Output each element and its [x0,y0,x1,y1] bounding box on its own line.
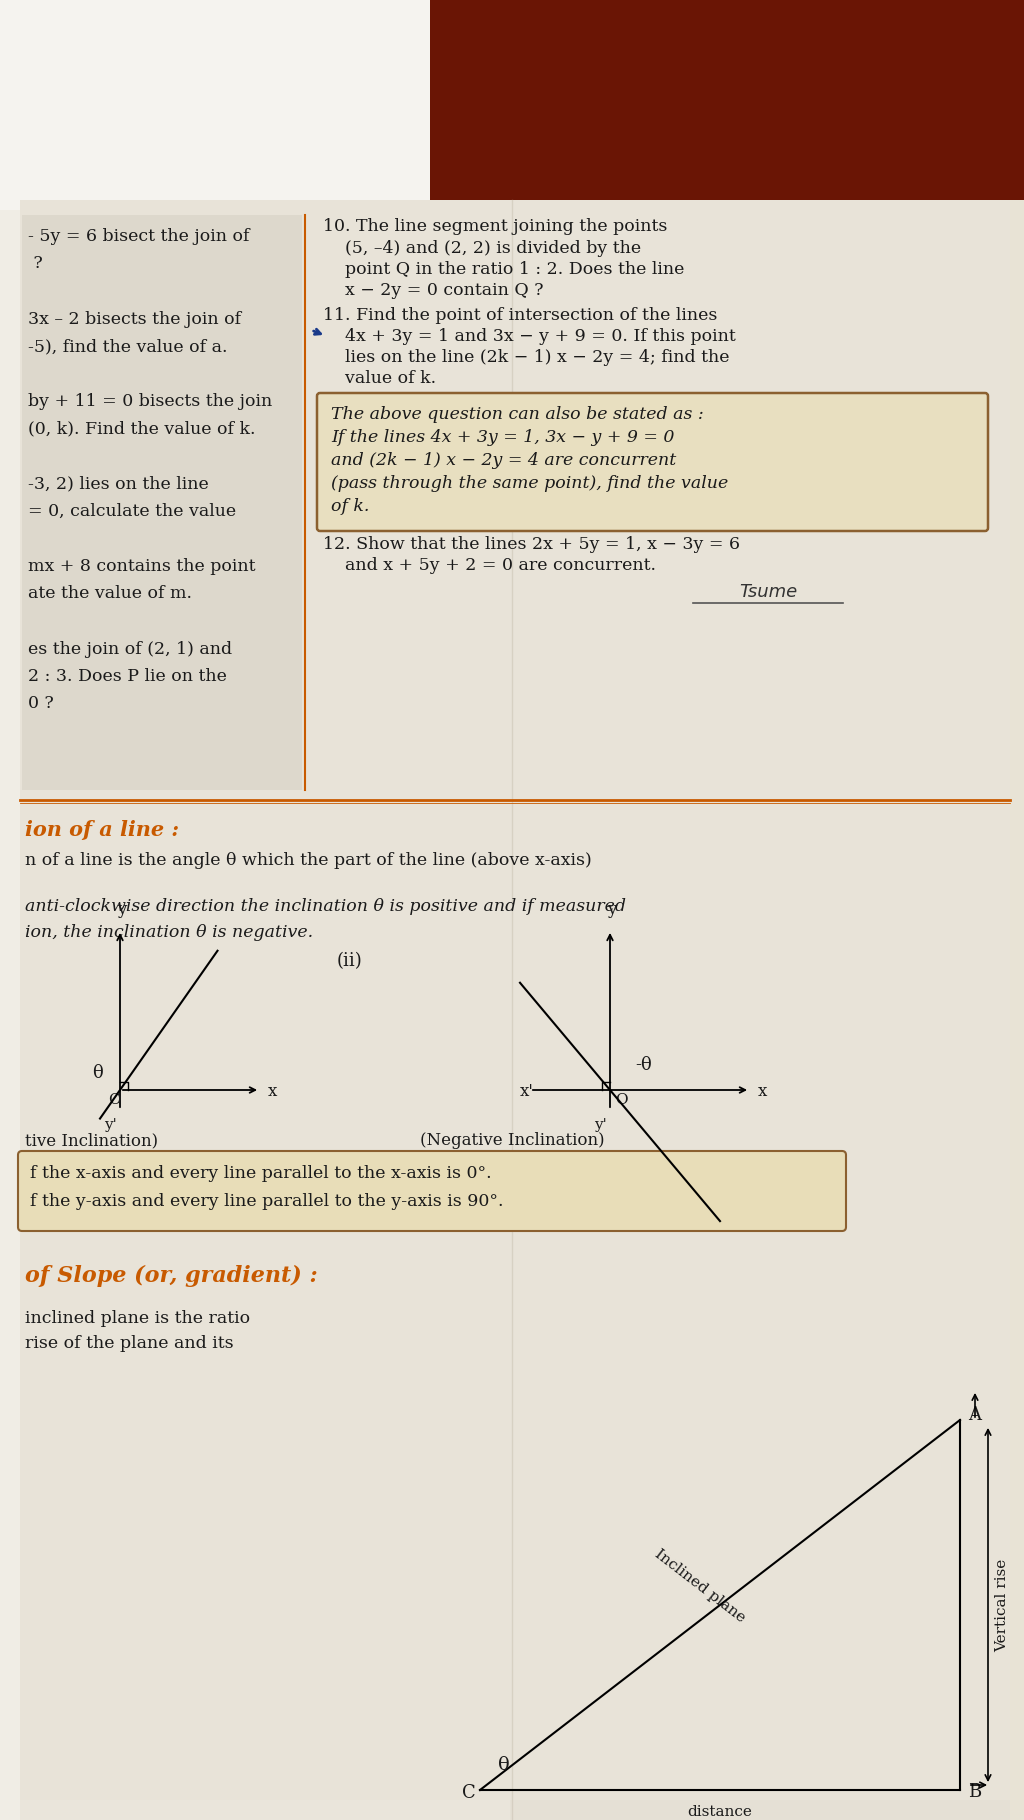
Text: Tsume: Tsume [739,582,797,601]
Text: mx + 8 contains the point: mx + 8 contains the point [28,559,256,575]
Text: and (2k − 1) x − 2y = 4 are concurrent: and (2k − 1) x − 2y = 4 are concurrent [331,451,676,470]
Text: ion of a line :: ion of a line : [25,821,179,841]
Text: The above question can also be stated as :: The above question can also be stated as… [331,406,703,422]
Text: B: B [968,1784,981,1802]
Polygon shape [0,149,430,1820]
FancyBboxPatch shape [18,1150,846,1230]
Text: -θ: -θ [635,1056,651,1074]
Text: point Q in the ratio 1 : 2. Does the line: point Q in the ratio 1 : 2. Does the lin… [323,260,684,278]
FancyBboxPatch shape [317,393,988,531]
Text: x − 2y = 0 contain Q ?: x − 2y = 0 contain Q ? [323,282,544,298]
Text: θ: θ [498,1756,510,1774]
Text: Vertical rise: Vertical rise [995,1558,1009,1651]
Text: (5, –4) and (2, 2) is divided by the: (5, –4) and (2, 2) is divided by the [323,240,641,257]
Polygon shape [510,209,1010,1820]
Text: anti-clockwise direction the inclination θ is positive and if measured: anti-clockwise direction the inclination… [25,897,626,915]
Text: f the y-axis and every line parallel to the y-axis is 90°.: f the y-axis and every line parallel to … [30,1192,504,1210]
Text: (pass through the same point), find the value: (pass through the same point), find the … [331,475,728,491]
Text: 10. The line segment joining the points: 10. The line segment joining the points [323,218,668,235]
Text: by + 11 = 0 bisects the join: by + 11 = 0 bisects the join [28,393,272,410]
Bar [430,200,1024,1820]
Bar [22,215,302,790]
Text: 3x – 2 bisects the join of: 3x – 2 bisects the join of [28,311,241,328]
Text: θ: θ [92,1065,102,1083]
Text: 2 : 3. Does P lie on the: 2 : 3. Does P lie on the [28,668,227,684]
Text: ?: ? [28,255,43,273]
Text: y': y' [594,1117,607,1132]
Polygon shape [20,209,520,1820]
Text: C: C [462,1784,476,1802]
Text: (Negative Inclination): (Negative Inclination) [420,1132,604,1148]
Text: 0 ?: 0 ? [28,695,53,712]
Text: tive Inclination): tive Inclination) [25,1132,158,1148]
Text: of Slope (or, gradient) :: of Slope (or, gradient) : [25,1265,317,1287]
Text: n of a line is the angle θ which the part of the line (above x-axis): n of a line is the angle θ which the par… [25,852,592,868]
Text: (0, k). Find the value of k.: (0, k). Find the value of k. [28,420,256,437]
Text: 4x + 3y = 1 and 3x − y + 9 = 0. If this point: 4x + 3y = 1 and 3x − y + 9 = 0. If this … [323,328,736,346]
Text: distance: distance [687,1805,753,1818]
Text: lies on the line (2k − 1) x − 2y = 4; find the: lies on the line (2k − 1) x − 2y = 4; fi… [323,349,729,366]
Text: x: x [268,1083,278,1101]
Text: f the x-axis and every line parallel to the x-axis is 0°.: f the x-axis and every line parallel to … [30,1165,492,1181]
Polygon shape [0,0,430,209]
Text: y: y [607,901,616,917]
Bar [20,200,1010,1800]
Text: -5), find the value of a.: -5), find the value of a. [28,339,227,355]
Text: of k.: of k. [331,499,370,515]
Text: ate the value of m.: ate the value of m. [28,586,193,602]
Text: inclined plane is the ratio: inclined plane is the ratio [25,1310,250,1327]
Text: rise of the plane and its: rise of the plane and its [25,1336,233,1352]
Text: 12. Show that the lines 2x + 5y = 1, x − 3y = 6: 12. Show that the lines 2x + 5y = 1, x −… [323,537,740,553]
Text: O: O [108,1094,121,1107]
Text: ion, the inclination θ is negative.: ion, the inclination θ is negative. [25,925,313,941]
Text: A: A [968,1407,981,1423]
Text: If the lines 4x + 3y = 1, 3x − y + 9 = 0: If the lines 4x + 3y = 1, 3x − y + 9 = 0 [331,430,675,446]
Text: y': y' [104,1117,117,1132]
Text: O: O [615,1094,628,1107]
Text: -3, 2) lies on the line: -3, 2) lies on the line [28,475,209,493]
Text: value of k.: value of k. [323,369,436,388]
Text: and x + 5y + 2 = 0 are concurrent.: and x + 5y + 2 = 0 are concurrent. [323,557,656,573]
Text: es the join of (2, 1) and: es the join of (2, 1) and [28,641,232,657]
Text: y: y [118,901,127,917]
Text: = 0, calculate the value: = 0, calculate the value [28,502,237,521]
Text: x: x [758,1083,767,1101]
Text: - 5y = 6 bisect the join of: - 5y = 6 bisect the join of [28,228,250,246]
Text: 11. Find the point of intersection of the lines: 11. Find the point of intersection of th… [323,308,718,324]
Text: x': x' [520,1083,534,1101]
Text: Inclined plane: Inclined plane [652,1547,748,1625]
Text: (ii): (ii) [337,952,362,970]
